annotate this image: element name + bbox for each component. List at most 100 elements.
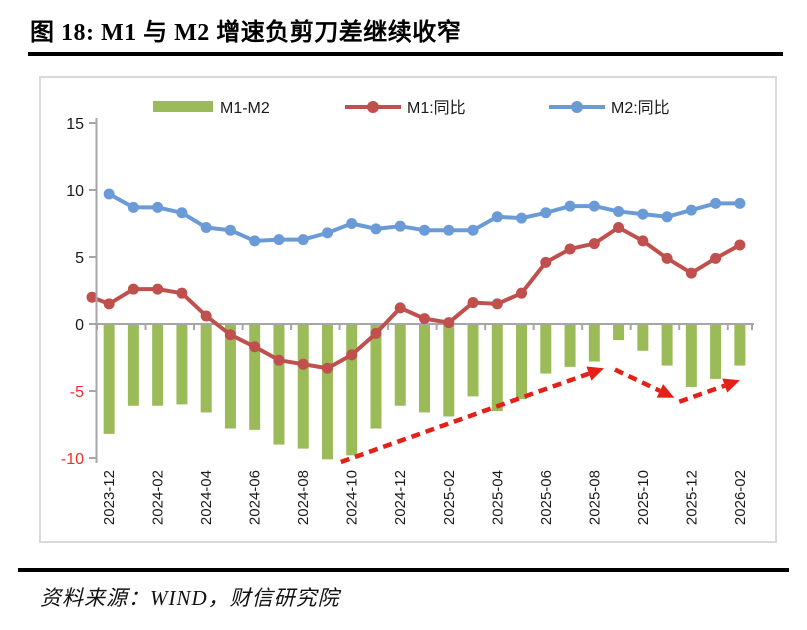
title-divider [28, 52, 783, 56]
m2-marker [491, 211, 503, 223]
bar-m1-m2 [613, 324, 625, 341]
x-tick-label: 2026-02 [732, 470, 749, 525]
x-tick-label: 2025-10 [635, 470, 652, 525]
m1-marker [540, 256, 552, 268]
bar-m1-m2 [443, 324, 455, 417]
legend-marker-m1 [367, 101, 379, 113]
source-note: 资料来源：WIND，财信研究院 [40, 586, 340, 610]
m2-marker [224, 224, 236, 236]
legend-label-m2: M2:同比 [611, 99, 670, 117]
m1-marker [346, 349, 358, 361]
m1-marker [419, 313, 430, 325]
m2-marker [321, 227, 333, 239]
m2-marker [394, 220, 406, 232]
plot-border [39, 76, 777, 543]
m1-marker [103, 298, 115, 310]
m2-marker [176, 207, 188, 219]
m2-marker [734, 197, 746, 209]
bar-m1-m2 [127, 324, 139, 406]
y-tick-label: 15 [66, 116, 84, 133]
m2-marker [443, 224, 455, 236]
m1-marker [516, 287, 528, 299]
legend-swatch-m1-m2 [153, 101, 213, 112]
trend-arrow-head [656, 384, 675, 398]
y-tick-label: 5 [75, 250, 84, 267]
bar-m1-m2 [273, 324, 285, 445]
chart-panel: 15 10 5 0 -5 -10 2023-12 2024-02 2024-04 2024-06 2… [39, 76, 777, 543]
x-tick-label: 2025-08 [586, 470, 603, 525]
m1-marker [249, 341, 261, 353]
x-tick-label: 2025-04 [489, 470, 506, 525]
bar-m1-m2 [588, 324, 600, 362]
m1-marker [710, 252, 722, 264]
m2-marker [152, 201, 164, 213]
bar-m1-m2 [467, 324, 479, 397]
m2-marker [419, 224, 430, 236]
legend-label-m1-m2: M1-M2 [220, 100, 270, 117]
bar-m1-m2 [710, 324, 722, 379]
m1-marker [637, 235, 649, 247]
x-tick-label: 2025-02 [441, 470, 458, 525]
bar-m1-m2 [321, 324, 333, 460]
bar-m1-m2 [394, 324, 406, 406]
m2-marker [370, 223, 382, 235]
bar-m1-m2 [370, 324, 382, 429]
bar-m1-m2 [491, 324, 503, 412]
x-tick-label: 2024-02 [150, 470, 167, 525]
m1-marker [734, 239, 746, 251]
trend-arrow-shaft [613, 367, 661, 393]
m2-marker [346, 218, 358, 229]
trend-arrow-head [586, 366, 605, 381]
m2-marker [661, 211, 673, 223]
m2-marker [637, 208, 649, 220]
bar-m1-m2 [200, 324, 212, 413]
m1-marker [127, 283, 139, 295]
m2-marker [467, 224, 479, 236]
legend-label-m1: M1:同比 [407, 99, 466, 117]
bar-m1-m2 [685, 324, 697, 387]
legend-marker-m2 [571, 101, 583, 113]
x-tick-label: 2024-12 [392, 470, 409, 525]
m1-marker [443, 317, 455, 329]
m2-marker [249, 235, 261, 247]
y-tick-label: 0 [75, 317, 84, 334]
trend-arrow-head [722, 378, 740, 393]
bar-m1-m2 [152, 324, 164, 406]
m1-marker [273, 354, 285, 366]
bar-m1-m2 [516, 324, 528, 400]
bar-m1-m2 [637, 324, 649, 351]
bar-m1-m2 [419, 324, 430, 413]
m1-marker [176, 287, 188, 299]
m1-marker [297, 358, 309, 370]
m2-marker [685, 204, 697, 216]
m1-marker [661, 252, 673, 264]
m2-marker [710, 197, 722, 209]
bar-m1-m2 [176, 324, 188, 405]
footer-divider [18, 568, 789, 572]
m2-marker [516, 212, 528, 224]
x-tick-label: 2023-12 [101, 470, 118, 525]
x-tick-label: 2024-08 [295, 470, 312, 525]
y-tick-label: 10 [66, 183, 84, 200]
bar-m1-m2 [249, 324, 261, 430]
bar-m1-m2 [661, 324, 673, 366]
m1-marker [491, 298, 503, 310]
bar-m1-m2 [297, 324, 309, 449]
m1-marker [613, 222, 625, 234]
x-tick-label: 2025-06 [538, 470, 555, 525]
m1-marker [467, 297, 479, 309]
m2-marker [103, 188, 115, 200]
bar-m1-m2 [224, 324, 236, 429]
m2-marker [613, 205, 625, 217]
m1-marker [370, 327, 382, 339]
m1-marker [152, 283, 164, 295]
m2-marker [297, 234, 309, 246]
m2-marker [540, 207, 552, 219]
m1-marker [321, 362, 333, 374]
x-tick-label: 2024-04 [198, 470, 215, 525]
m1-marker [200, 310, 212, 322]
m1-marker [564, 243, 576, 255]
bar-m1-m2 [540, 324, 552, 374]
bar-m1-m2 [734, 324, 746, 366]
